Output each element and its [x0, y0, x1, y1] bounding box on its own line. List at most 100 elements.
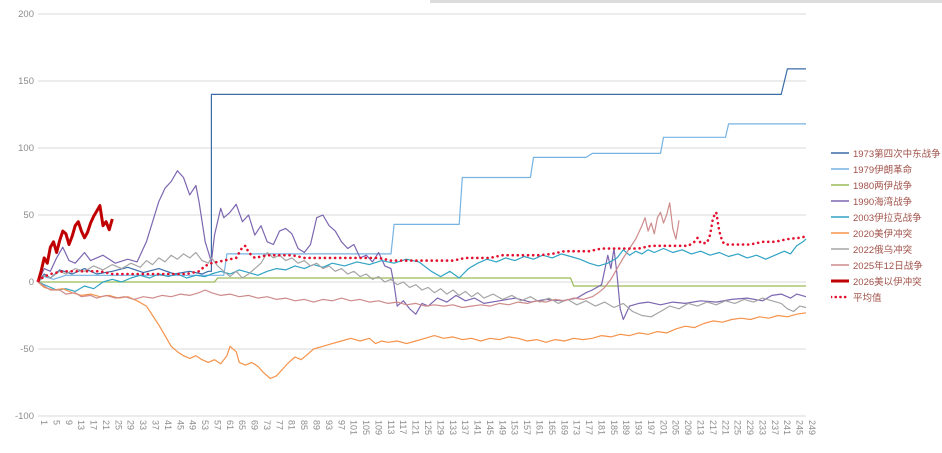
- x-tick-label: 225: [733, 420, 743, 435]
- x-tick-label: 81: [287, 420, 297, 430]
- y-tick-label: -50: [20, 344, 34, 355]
- legend-label: 2022俄乌冲突: [853, 244, 913, 256]
- x-tick-label: 29: [126, 420, 136, 430]
- x-tick-label: 185: [609, 420, 619, 435]
- x-tick-label: 73: [262, 420, 272, 430]
- x-tick-label: 217: [708, 420, 718, 435]
- x-tick-label: 177: [584, 420, 594, 435]
- legend-item[interactable]: 平均值: [831, 290, 941, 304]
- x-tick-label: 209: [683, 420, 693, 435]
- legend-item[interactable]: 2026美以伊冲突: [831, 274, 941, 288]
- x-tick-label: 129: [435, 420, 445, 435]
- x-tick-label: 117: [398, 420, 408, 434]
- series-line: [37, 68, 806, 283]
- legend-swatch-line: [831, 167, 849, 170]
- chart-legend: 1973第四次中东战争 1979伊朗革命 1980两伊战争 1990海湾战争 2003伊…: [831, 146, 941, 304]
- x-tick-label: 9: [64, 420, 74, 425]
- legend-label: 平均值: [853, 292, 882, 304]
- legend-label: 1990海湾战争: [853, 196, 913, 208]
- y-tick-label: 200: [18, 9, 34, 20]
- legend-swatch-line: [831, 247, 849, 250]
- x-tick-label: 109: [373, 420, 383, 435]
- x-tick-label: 237: [770, 420, 780, 435]
- series-line: [37, 238, 807, 292]
- legend-swatch-line: [831, 231, 849, 234]
- legend-label: 1980两伊战争: [853, 180, 913, 192]
- x-tick-label: 241: [782, 420, 792, 435]
- series-line: [36, 204, 114, 283]
- series-line: [38, 277, 806, 287]
- x-tick-label: 57: [212, 420, 222, 430]
- x-tick-label: 5: [51, 420, 61, 425]
- x-tick-label: 53: [200, 420, 210, 430]
- x-tick-label: 133: [448, 420, 458, 435]
- x-tick-label: 197: [646, 420, 656, 435]
- x-axis-labels: 1 5 9 13 17 21 25 29 33 37 41 45 49 53 57 61 65 69 73 77 81 8…: [39, 420, 817, 435]
- x-tick-label: 49: [188, 420, 198, 430]
- x-tick-label: 101: [349, 420, 359, 435]
- x-tick-label: 137: [460, 420, 470, 435]
- x-tick-label: 181: [596, 420, 606, 435]
- x-tick-label: 89: [312, 420, 322, 430]
- x-tick-label: 121: [411, 420, 421, 435]
- legend-item[interactable]: 2003伊拉克战争: [831, 210, 941, 224]
- series-line: [37, 202, 680, 309]
- x-tick-label: 145: [485, 420, 495, 435]
- legend-item[interactable]: 1990海湾战争: [831, 194, 941, 208]
- x-tick-label: 37: [150, 420, 160, 430]
- x-tick-label: 189: [621, 420, 631, 435]
- y-tick-label: 50: [23, 210, 34, 221]
- x-tick-label: 77: [274, 420, 284, 430]
- legend-item[interactable]: 2020美伊冲突: [831, 226, 941, 240]
- x-tick-label: 105: [361, 420, 371, 435]
- x-tick-label: 33: [138, 420, 148, 430]
- legend-swatch-line: [831, 151, 849, 154]
- y-tick-label: 100: [18, 143, 34, 154]
- x-tick-label: 21: [101, 420, 111, 430]
- x-tick-label: 113: [386, 420, 396, 434]
- legend-item[interactable]: 1973第四次中东战争: [831, 146, 941, 160]
- legend-label: 2020美伊冲突: [853, 228, 913, 240]
- x-tick-label: 85: [299, 420, 309, 430]
- series-lines: [36, 68, 808, 380]
- legend-item[interactable]: 2022俄乌冲突: [831, 242, 941, 256]
- x-tick-label: 93: [324, 420, 334, 430]
- x-tick-label: 157: [522, 420, 532, 435]
- x-tick-label: 13: [76, 420, 86, 430]
- x-tick-label: 17: [89, 420, 99, 430]
- x-tick-label: 1: [39, 420, 49, 425]
- x-tick-label: 165: [547, 420, 557, 435]
- legend-swatch-line: [831, 183, 849, 186]
- legend-swatch-line: [831, 279, 849, 282]
- x-tick-label: 173: [572, 420, 582, 435]
- x-tick-label: 45: [175, 420, 185, 430]
- legend-label: 2026美以伊冲突: [853, 276, 922, 288]
- series-line: [37, 123, 806, 283]
- series-line: [37, 251, 807, 318]
- x-tick-label: 205: [671, 420, 681, 435]
- legend-item[interactable]: 2025年12日战争: [831, 258, 941, 272]
- legend-item[interactable]: 1980两伊战争: [831, 178, 941, 192]
- x-tick-label: 233: [757, 420, 767, 435]
- x-tick-label: 221: [720, 420, 730, 435]
- y-tick-label: 0: [29, 277, 34, 288]
- y-tick-label: -100: [15, 411, 34, 422]
- x-tick-label: 125: [423, 420, 433, 435]
- x-tick-label: 193: [634, 420, 644, 435]
- x-tick-label: 25: [113, 420, 123, 430]
- legend-swatch-line: [831, 263, 849, 266]
- legend-label: 1979伊朗革命: [853, 164, 913, 176]
- x-tick-label: 41: [163, 420, 173, 430]
- x-tick-label: 249: [807, 420, 817, 435]
- gridlines: [38, 13, 806, 417]
- legend-swatch-line: [831, 215, 849, 218]
- x-tick-label: 61: [225, 420, 235, 430]
- series-line: [37, 281, 807, 380]
- legend-label: 2025年12日战争: [853, 260, 923, 272]
- legend-swatch-line: [831, 199, 849, 202]
- legend-item[interactable]: 1979伊朗革命: [831, 162, 941, 176]
- x-tick-label: 229: [745, 420, 755, 435]
- x-tick-label: 65: [237, 420, 247, 430]
